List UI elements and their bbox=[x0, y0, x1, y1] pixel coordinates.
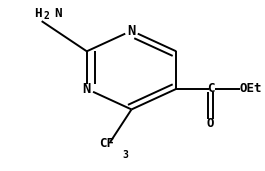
Text: OEt: OEt bbox=[240, 82, 262, 95]
Text: 2: 2 bbox=[43, 11, 49, 21]
Text: H: H bbox=[34, 7, 42, 20]
Text: N: N bbox=[83, 82, 91, 96]
Text: O: O bbox=[207, 117, 214, 130]
Text: 3: 3 bbox=[122, 150, 128, 160]
Text: N: N bbox=[127, 24, 136, 38]
Text: N: N bbox=[54, 7, 61, 20]
Text: CF: CF bbox=[99, 137, 114, 150]
Text: C: C bbox=[207, 82, 214, 95]
